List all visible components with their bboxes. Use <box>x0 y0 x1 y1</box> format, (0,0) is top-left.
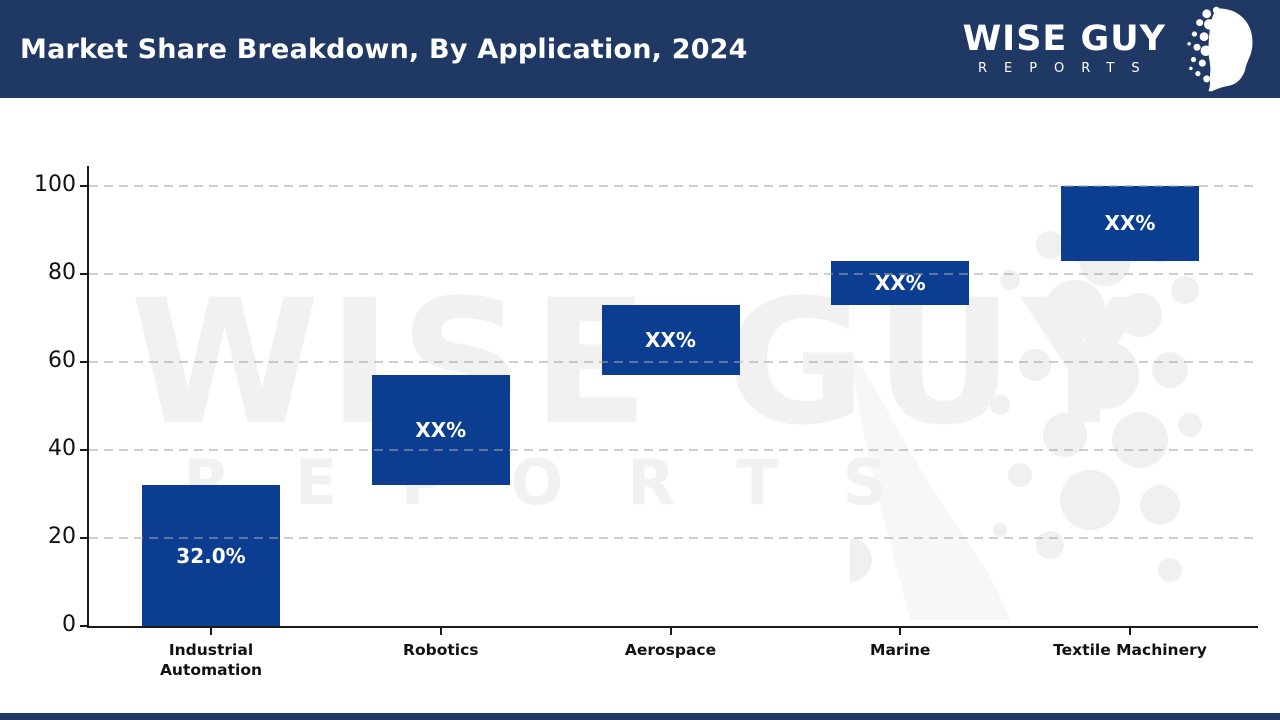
y-tick-60 <box>80 361 87 363</box>
x-tick-1 <box>439 628 442 635</box>
y-tick-label-40: 40 <box>48 436 76 461</box>
brand-logo-text: WISE GUY REPORTS <box>962 19 1166 77</box>
gridline-40 <box>89 449 1258 451</box>
x-tick-label-1: Robotics <box>403 641 479 659</box>
bar-industrial-automation: 32.0% <box>142 485 280 626</box>
y-tick-label-0: 0 <box>62 612 76 637</box>
bar-marine: XX% <box>831 260 970 305</box>
x-tick-label-0: Industrial Automation <box>159 641 263 680</box>
y-tick-label-100: 100 <box>34 172 76 197</box>
brand-logo: WISE GUY REPORTS <box>963 5 1256 93</box>
x-tick-4 <box>1129 628 1131 635</box>
bar-aerospace: XX% <box>601 304 740 376</box>
y-tick-label-20: 20 <box>48 524 76 549</box>
x-tick-label-3: Marine <box>870 641 931 659</box>
x-axis-line <box>87 626 1258 628</box>
footer-bar <box>0 713 1280 720</box>
brand-name: WISE GUY <box>962 19 1166 59</box>
brand-head-icon <box>1187 6 1253 92</box>
gridline-20 <box>89 537 1258 539</box>
y-tick-20 <box>80 537 87 539</box>
gridline-100 <box>89 185 1258 187</box>
x-tick-0 <box>210 628 212 635</box>
bar-value-label: 32.0% <box>176 543 246 568</box>
x-tick-label-2: Aerospace <box>624 641 717 659</box>
x-tick-3 <box>899 628 902 635</box>
bar-robotics: XX% <box>371 375 510 486</box>
y-tick-label-80: 80 <box>48 260 76 285</box>
y-axis-line <box>87 166 89 628</box>
x-tick-2 <box>669 628 672 635</box>
bar-textile-machinery: XX% <box>1061 186 1199 261</box>
watermark-brand-subtext: REPORTS <box>183 446 952 519</box>
gridline-80 <box>89 273 1258 275</box>
x-tick-label-4: Textile Machinery <box>1053 641 1207 659</box>
y-tick-80 <box>80 273 87 275</box>
brand-subtitle: REPORTS <box>977 61 1157 76</box>
page-title: Market Share Breakdown, By Application, … <box>20 33 748 65</box>
bar-value-label: XX% <box>1104 211 1156 236</box>
gridline-60 <box>89 361 1258 363</box>
y-tick-label-60: 60 <box>48 348 76 373</box>
header-bar: Market Share Breakdown, By Application, … <box>0 0 1280 98</box>
bar-value-label: XX% <box>645 327 696 352</box>
y-tick-100 <box>80 185 87 187</box>
y-tick-0 <box>80 625 87 627</box>
y-tick-40 <box>80 449 87 451</box>
bar-value-label: XX% <box>415 418 467 443</box>
